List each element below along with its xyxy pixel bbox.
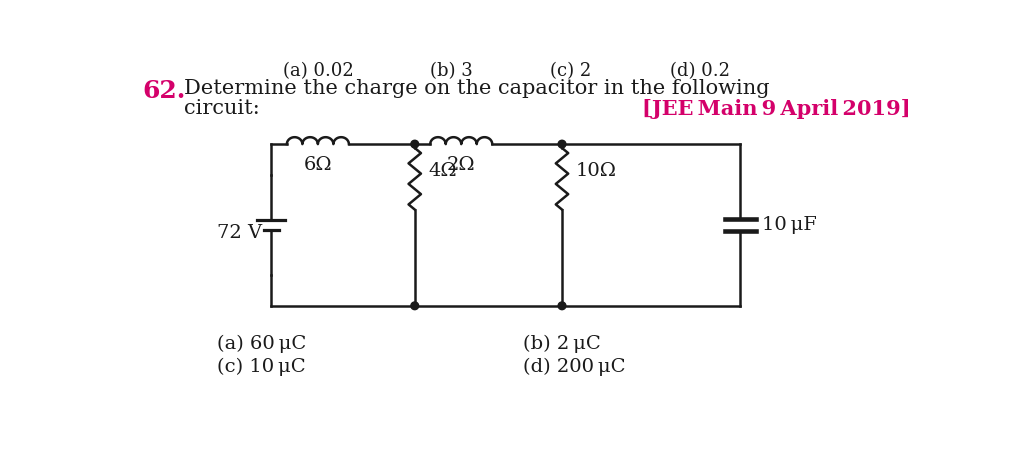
- Text: (a) 0.02: (a) 0.02: [283, 62, 353, 80]
- Text: 72 V: 72 V: [217, 224, 262, 242]
- Text: (d) 200 μC: (d) 200 μC: [523, 358, 626, 376]
- Text: 62.: 62.: [142, 79, 185, 103]
- Text: [JEE Main 9 April 2019]: [JEE Main 9 April 2019]: [642, 99, 910, 119]
- Circle shape: [411, 302, 419, 310]
- Text: (b) 2 μC: (b) 2 μC: [523, 335, 601, 353]
- Text: 10Ω: 10Ω: [575, 162, 616, 180]
- Text: (c) 2: (c) 2: [550, 62, 592, 80]
- Circle shape: [558, 302, 566, 310]
- Text: 10 μF: 10 μF: [762, 216, 817, 234]
- Text: (d) 0.2: (d) 0.2: [671, 62, 730, 80]
- Text: 2Ω: 2Ω: [446, 156, 475, 174]
- Circle shape: [411, 140, 419, 148]
- Text: (b) 3: (b) 3: [430, 62, 473, 80]
- Text: Determine the charge on the capacitor in the following: Determine the charge on the capacitor in…: [183, 79, 769, 98]
- Text: circuit:: circuit:: [183, 99, 259, 118]
- Text: (c) 10 μC: (c) 10 μC: [217, 358, 306, 376]
- Text: 4Ω: 4Ω: [429, 162, 458, 180]
- Circle shape: [558, 140, 566, 148]
- Text: 6Ω: 6Ω: [303, 156, 332, 174]
- Text: (a) 60 μC: (a) 60 μC: [217, 335, 306, 353]
